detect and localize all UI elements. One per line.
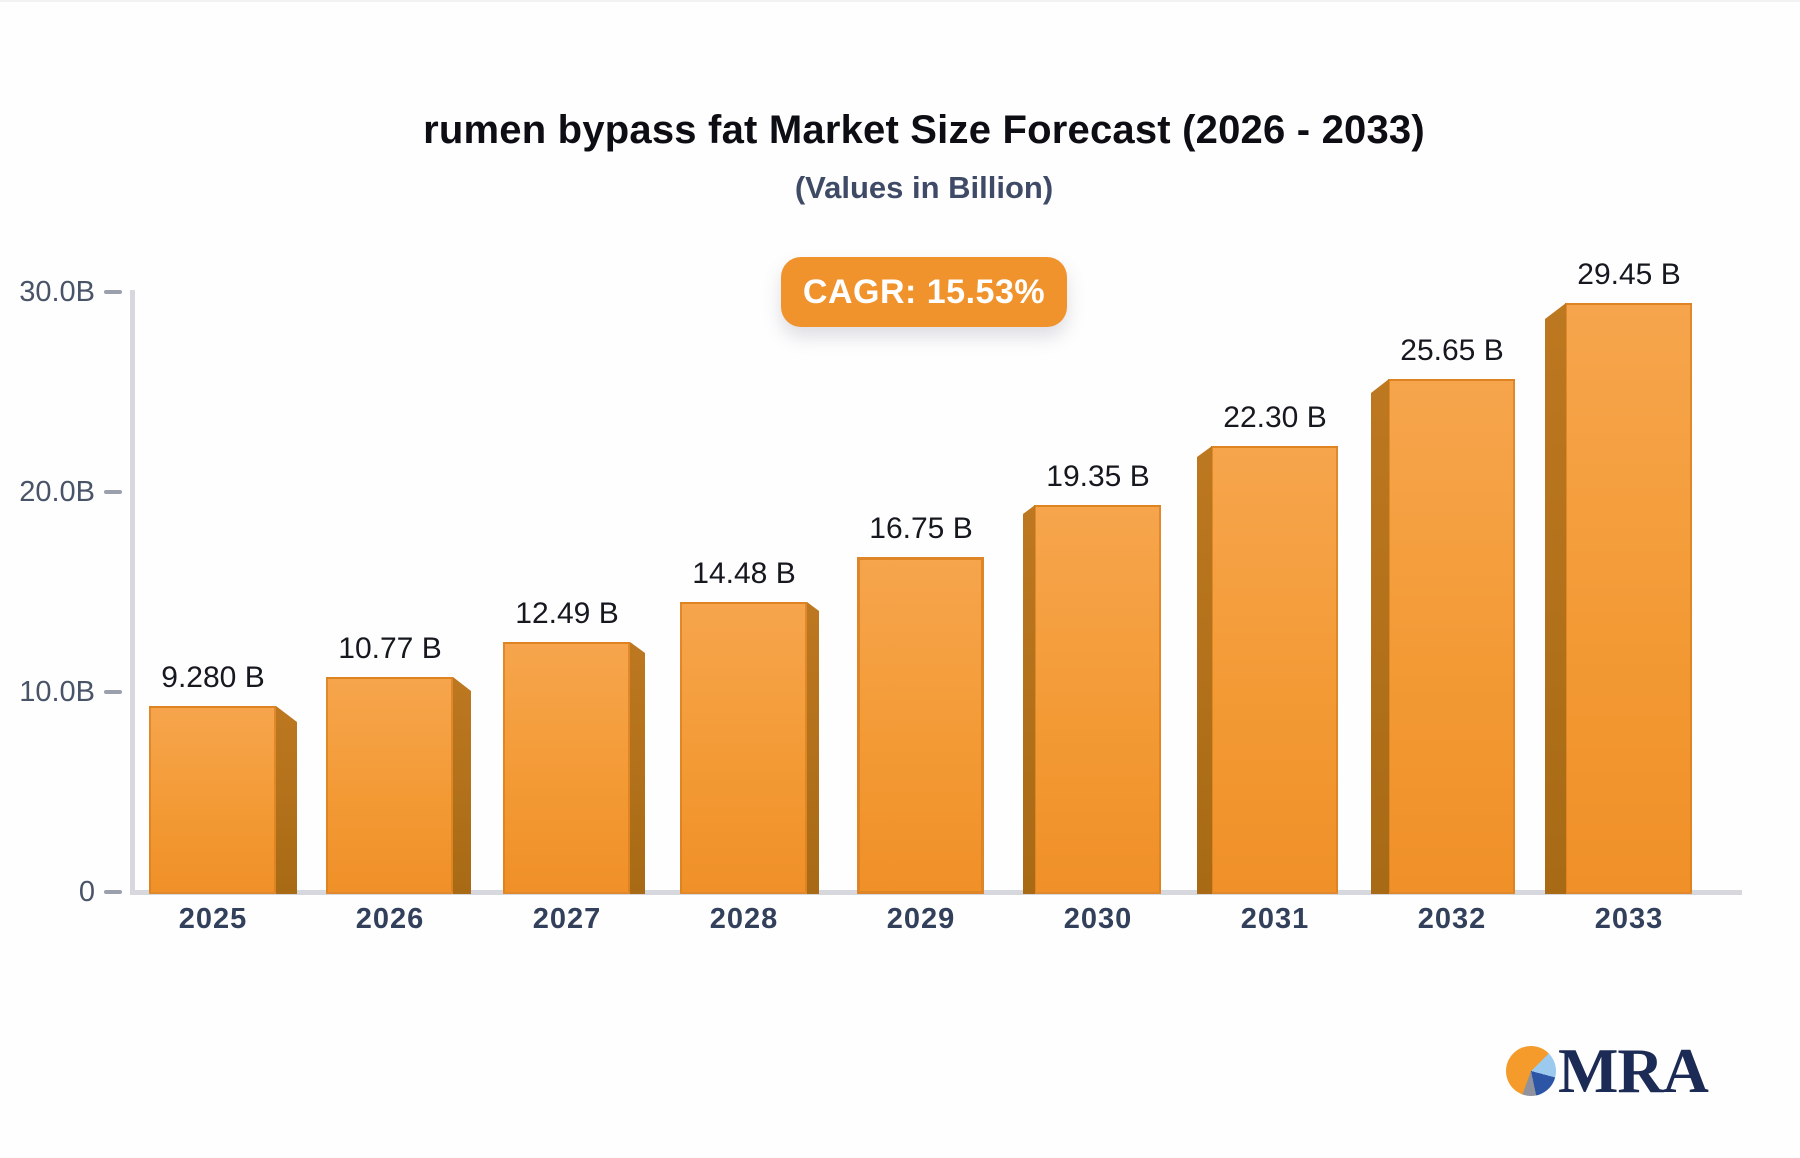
bar-2030 (1034, 505, 1161, 894)
x-axis-label-2030: 2030 (1063, 903, 1133, 935)
y-tick-label: 0 (78, 876, 95, 908)
mra-logo: MRA (1506, 1035, 1709, 1106)
y-tick-label: 30.0B (19, 276, 95, 308)
bar-2029 (857, 557, 984, 894)
cagr-badge: CAGR: 15.53% (781, 257, 1067, 327)
bar-value-label: 29.45 B (1577, 258, 1681, 291)
y-tick-label: 20.0B (19, 476, 95, 508)
bar-side-2026 (453, 677, 471, 894)
x-axis-label-2027: 2027 (532, 903, 602, 935)
bar-value-label: 19.35 B (1046, 460, 1150, 493)
bar-value-label: 25.65 B (1400, 334, 1504, 367)
x-axis-label-2031: 2031 (1240, 903, 1310, 935)
x-axis-label-2026: 2026 (355, 903, 425, 935)
y-tick-dash (104, 890, 122, 894)
x-axis-label-2029: 2029 (886, 903, 956, 935)
chart-subtitle: (Values in Billion) (794, 170, 1054, 205)
bar-side-2033 (1545, 303, 1566, 894)
bar-2033 (1565, 303, 1692, 894)
logo-text: MRA (1558, 1035, 1709, 1106)
x-axis-label-2033: 2033 (1594, 903, 1664, 935)
x-axis-label-2032: 2032 (1417, 903, 1487, 935)
bar-value-label: 10.77 B (338, 632, 442, 665)
bar-2028 (680, 602, 807, 894)
bar-2031 (1211, 446, 1338, 894)
bar-2032 (1388, 379, 1515, 894)
y-tick-dash (104, 690, 122, 694)
bar-2025 (149, 706, 276, 894)
chart-title: rumen bypass fat Market Size Forecast (2… (423, 108, 1425, 152)
bar-value-label: 14.48 B (692, 557, 796, 590)
bar-2026 (326, 677, 453, 894)
bar-value-label: 16.75 B (869, 512, 973, 545)
bar-value-label: 22.30 B (1223, 401, 1327, 434)
bar-side-2025 (276, 706, 297, 894)
bar-value-label: 12.49 B (515, 597, 619, 630)
y-tick-dash (104, 290, 122, 294)
y-tick-label: 10.0B (19, 676, 95, 708)
x-axis-label-2028: 2028 (709, 903, 779, 935)
bar-side-2032 (1371, 379, 1389, 894)
x-axis-label-2025: 2025 (178, 903, 248, 935)
pie-chart-icon (1506, 1046, 1556, 1096)
bar-side-2030 (1023, 505, 1035, 894)
bar-value-label: 9.280 B (161, 661, 265, 694)
bar-2027 (503, 642, 630, 894)
bar-side-2027 (630, 642, 645, 894)
bar-side-2028 (807, 602, 819, 894)
y-tick-dash (104, 490, 122, 494)
bar-side-2031 (1197, 446, 1212, 894)
y-axis (130, 290, 135, 895)
